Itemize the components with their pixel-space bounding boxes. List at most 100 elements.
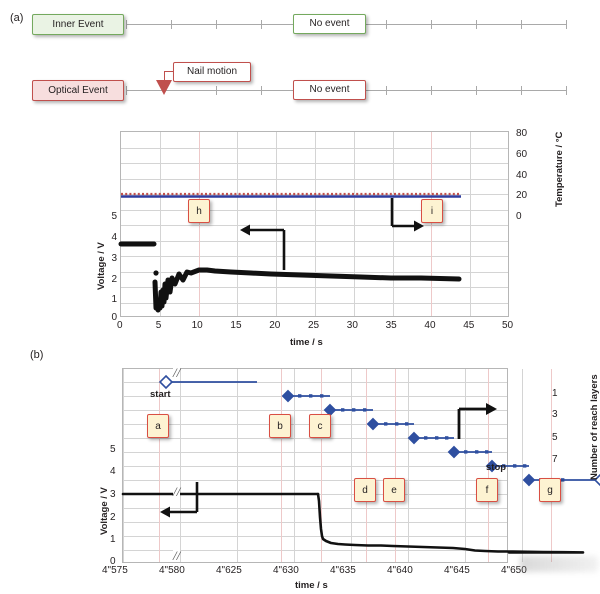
timeline-row-inner-event: Inner Event No event: [0, 10, 600, 38]
panel-b-right-arrow-icon: [457, 403, 497, 439]
callout-b[interactable]: b: [269, 414, 291, 438]
panel-b-y2tick-3: 3: [552, 409, 558, 420]
panel-a-xtick: 0: [117, 320, 123, 331]
timeline-tick: [216, 86, 217, 95]
gridline: [159, 132, 161, 316]
panel-b-ytick-3: 3: [110, 489, 116, 500]
guide-line-c: [321, 369, 322, 562]
panel-a-right-arrow-icon: [390, 198, 424, 232]
guide-line-i: [431, 132, 433, 316]
gridline: [465, 369, 466, 562]
gridline: [123, 382, 507, 383]
gridline: [276, 132, 278, 316]
gridline: [121, 209, 508, 211]
callout-g-text: g: [547, 484, 553, 496]
panel-b-ytick-5: 5: [110, 444, 116, 455]
guide-line-a: [159, 369, 160, 562]
inner-event-label-text: Inner Event: [52, 18, 104, 30]
timeline-tick: [386, 20, 387, 29]
timeline-tick: [261, 20, 262, 29]
optical-event-no-event-text: No event: [309, 84, 350, 95]
callout-h[interactable]: h: [188, 199, 210, 223]
panel-b-y2tick-5: 5: [552, 432, 558, 443]
callout-a-text: a: [155, 420, 161, 432]
gridline: [121, 271, 508, 273]
panel-b-xtick: 4"640: [387, 565, 413, 576]
callout-a[interactable]: a: [147, 414, 169, 438]
panel-a-y2tick-20: 20: [516, 190, 528, 201]
panel-b-plot-area: [121, 368, 600, 563]
gridline: [121, 147, 508, 149]
gridline: [123, 466, 507, 467]
timeline-tick: [261, 86, 262, 95]
gridline: [123, 410, 507, 411]
timeline-tick: [171, 20, 172, 29]
panel-a-y2tick-60: 60: [516, 149, 528, 160]
panel-a-plot-area: [118, 131, 509, 317]
panel-a-xtick: 10: [191, 320, 203, 331]
callout-e[interactable]: e: [383, 478, 405, 502]
panel-a-ytick-1: 1: [111, 294, 117, 305]
timeline-tick: [521, 86, 522, 95]
panel-b-xtick: 4"650: [501, 565, 527, 576]
panel-a-xtick: 20: [269, 320, 281, 331]
inner-event-no-event-badge: No event: [293, 14, 366, 34]
panel-b-xtick: 4"630: [273, 565, 299, 576]
panel-a-y2tick-80: 80: [516, 128, 528, 139]
callout-f[interactable]: f: [476, 478, 498, 502]
panel-b-ylabel: Voltage / V: [99, 487, 110, 535]
panel-b-xtick: 4"635: [330, 565, 356, 576]
callout-g[interactable]: g: [539, 478, 561, 502]
optical-event-no-event-badge: No event: [293, 80, 366, 100]
gridline: [121, 225, 508, 226]
axis-break-bottom: //: [173, 548, 181, 563]
voltage-series: [121, 492, 585, 554]
panel-b-left-arrow-icon: [160, 482, 199, 518]
gridline: [353, 132, 355, 316]
panel-a-left-arrow-icon: [240, 224, 286, 270]
gridline: [123, 508, 507, 509]
timeline-tick: [126, 20, 127, 29]
callout-d[interactable]: d: [354, 478, 376, 502]
marker-open-diamond: [158, 374, 600, 487]
panel-a-y2tick-40: 40: [516, 170, 528, 181]
panel-b-ytick-0: 0: [110, 556, 116, 567]
panel-b-ytick-1: 1: [110, 534, 116, 545]
gridline: [121, 178, 508, 180]
timeline-tick: [431, 86, 432, 95]
panel-a-xtick: 5: [155, 320, 162, 331]
inner-event-label: Inner Event: [32, 14, 124, 35]
panel-a-xtick: 40: [424, 320, 436, 331]
panel-b-ytick-2: 2: [110, 512, 116, 523]
panel-a-xtick: 45: [463, 320, 475, 331]
panel-b-y2label: Number of reach layers: [589, 374, 600, 480]
callout-f-text: f: [485, 484, 489, 496]
panel-a-ytick-0: 0: [111, 312, 117, 323]
gridline: [121, 240, 508, 242]
start-label: start: [150, 389, 171, 400]
panel-b-xtick: 4"645: [444, 565, 470, 576]
stop-label: stop: [486, 462, 507, 473]
nail-motion-badge: Nail motion: [173, 62, 251, 82]
inner-event-no-event-text: No event: [309, 18, 350, 29]
callout-c[interactable]: c: [309, 414, 331, 438]
panel-a-xtick: 25: [308, 320, 320, 331]
gridline: [237, 132, 239, 316]
gridline: [180, 369, 181, 562]
callout-i[interactable]: i: [421, 199, 443, 223]
gridline: [123, 480, 507, 481]
optical-event-label: Optical Event: [32, 80, 124, 101]
guide-line-d: [366, 369, 367, 562]
timeline-tick: [566, 86, 567, 95]
gridline: [123, 452, 507, 453]
panel-a-ytick-4: 4: [111, 232, 117, 243]
gridline: [315, 132, 316, 316]
guide-line-e: [395, 369, 396, 562]
panel-b-y2tick-7: 7: [552, 454, 558, 465]
nail-motion-text: Nail motion: [186, 66, 238, 77]
timeline-tick: [476, 20, 477, 29]
nail-motion-arrow-icon: [156, 80, 172, 95]
panel-a-y2tick-0: 0: [516, 211, 522, 222]
panel-a-ytick-2: 2: [111, 274, 117, 285]
